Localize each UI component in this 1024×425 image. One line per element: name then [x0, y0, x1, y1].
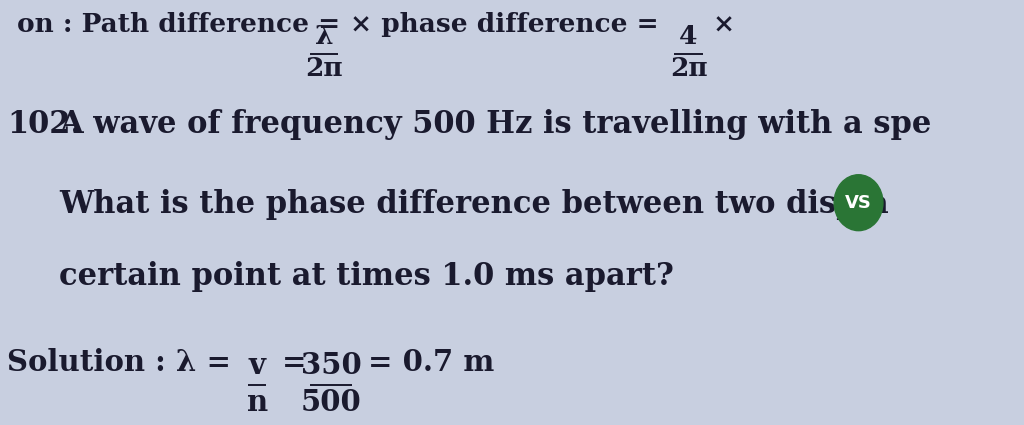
Text: n: n — [247, 388, 267, 416]
Text: on : Path difference =: on : Path difference = — [17, 12, 341, 37]
Text: 102.: 102. — [7, 109, 81, 140]
Text: 4: 4 — [679, 24, 697, 49]
Text: certain point at times 1.0 ms apart?: certain point at times 1.0 ms apart? — [59, 261, 674, 292]
Text: 2π: 2π — [670, 56, 708, 81]
Text: =: = — [282, 348, 306, 377]
Text: VS: VS — [845, 194, 872, 212]
Text: × phase difference =: × phase difference = — [350, 12, 659, 37]
Text: Solution : λ =: Solution : λ = — [7, 348, 231, 377]
Text: = 0.7 m: = 0.7 m — [368, 348, 494, 377]
Text: A wave of frequency 500 Hz is travelling with a spe: A wave of frequency 500 Hz is travelling… — [59, 109, 932, 140]
Text: 2π: 2π — [305, 56, 343, 81]
Text: What is the phase difference between two displa: What is the phase difference between two… — [59, 189, 889, 220]
Text: ×: × — [713, 12, 735, 37]
Circle shape — [835, 175, 883, 231]
Text: 350: 350 — [301, 351, 361, 380]
Text: λ: λ — [315, 24, 334, 49]
Text: v: v — [249, 351, 265, 380]
Text: 500: 500 — [301, 388, 361, 416]
